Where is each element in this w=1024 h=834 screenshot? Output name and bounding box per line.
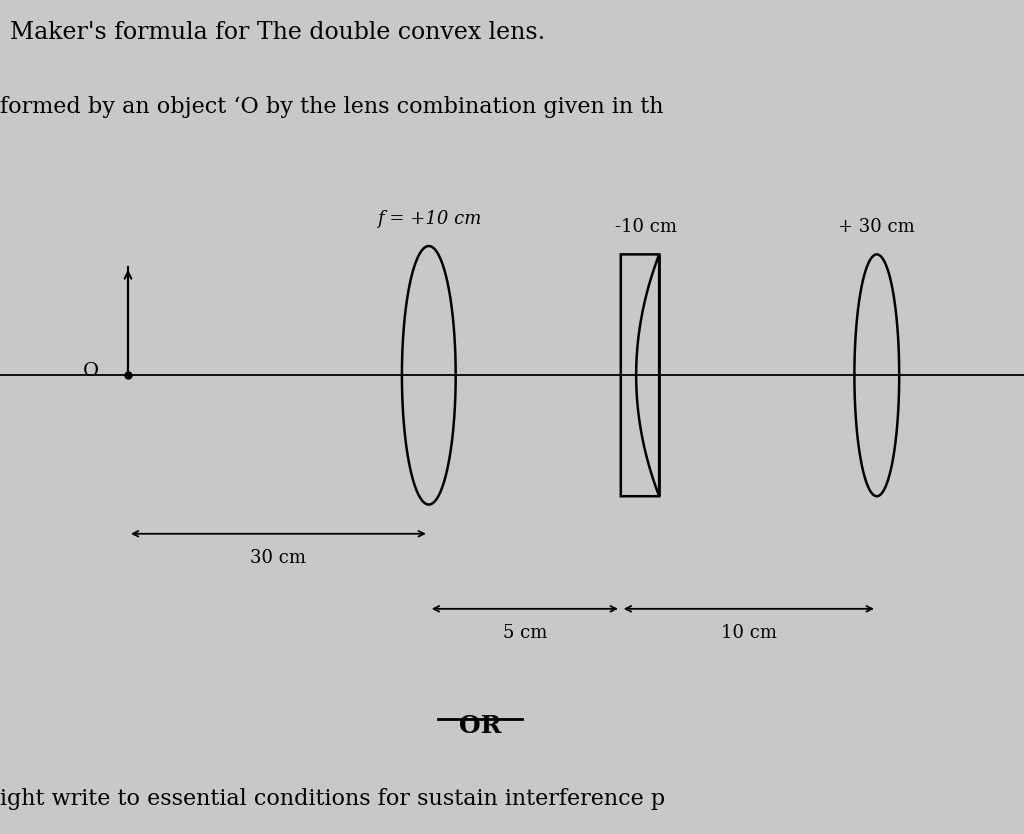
Text: O: O <box>83 362 99 380</box>
Text: OR: OR <box>459 714 502 737</box>
Text: formed by an object ‘O by the lens combination given in th: formed by an object ‘O by the lens combi… <box>0 96 664 118</box>
Text: 30 cm: 30 cm <box>251 549 306 567</box>
Text: 10 cm: 10 cm <box>721 624 777 642</box>
Text: 5 cm: 5 cm <box>503 624 547 642</box>
Text: -10 cm: -10 cm <box>615 218 678 236</box>
Text: ight write to essential conditions for sustain interference p: ight write to essential conditions for s… <box>0 788 666 810</box>
Text: f = +10 cm: f = +10 cm <box>377 209 481 228</box>
Text: Maker's formula for The double convex lens.: Maker's formula for The double convex le… <box>10 21 546 44</box>
Text: + 30 cm: + 30 cm <box>839 218 915 236</box>
